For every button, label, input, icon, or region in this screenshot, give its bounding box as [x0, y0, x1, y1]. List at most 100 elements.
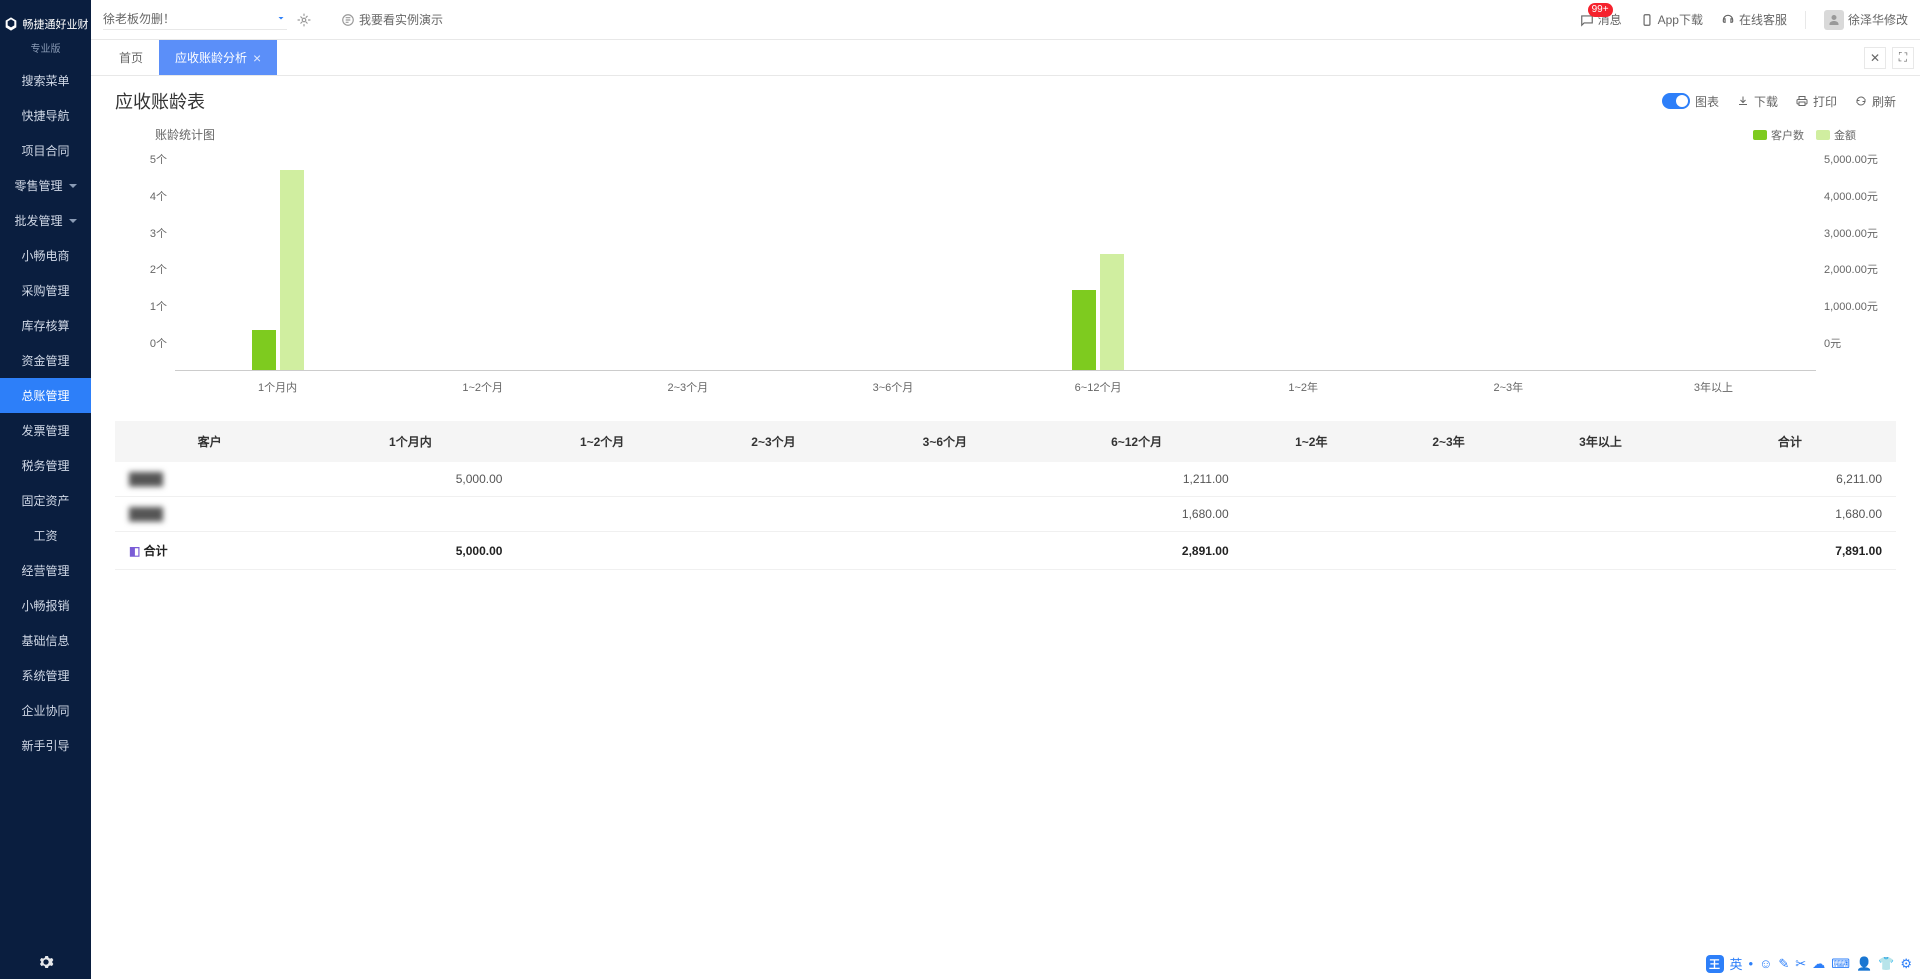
- table-total-row: ◧ 合计5,000.002,891.007,891.00: [115, 532, 1896, 570]
- chevron-down-icon: [69, 184, 77, 188]
- sidebar-item-17[interactable]: 系统管理: [0, 658, 91, 693]
- sidebar-item-12[interactable]: 固定资产: [0, 483, 91, 518]
- user-menu[interactable]: 徐泽华修改: [1824, 10, 1908, 30]
- demo-link[interactable]: 我要看实例演示: [341, 11, 443, 28]
- download-icon: [1737, 95, 1749, 107]
- chart-toggle[interactable]: 图表: [1662, 93, 1719, 110]
- bar-amount[interactable]: [280, 170, 304, 370]
- topbar-right: 99+ 消息 App下载 在线客服 徐泽华修改: [1580, 10, 1908, 30]
- bar-customers[interactable]: [252, 330, 276, 370]
- bar-group-3: [790, 151, 995, 370]
- ime-cut-icon[interactable]: ✂: [1795, 956, 1806, 972]
- ime-toolbar: 王 英 • ☺ ✎ ✂ ☁ ⌨ 👤 👕 ⚙: [1702, 952, 1916, 975]
- sidebar-item-5[interactable]: 小畅电商: [0, 238, 91, 273]
- bar-group-1: [380, 151, 585, 370]
- bar-amount[interactable]: [1100, 254, 1124, 370]
- bar-group-0: [175, 151, 380, 370]
- data-table: 客户1个月内1~2个月2~3个月3~6个月6~12个月1~2年2~3年3年以上合…: [115, 421, 1896, 570]
- bar-group-4: [996, 151, 1201, 370]
- total-icon: ◧: [129, 544, 144, 558]
- sidebar: 畅捷通好业财 专业版 搜索菜单快捷导航项目合同零售管理批发管理小畅电商采购管理库…: [0, 0, 91, 979]
- page-header: 应收账龄表 图表 下载 打印 刷新: [115, 88, 1896, 114]
- chart-section: 账龄统计图 客户数金额 5个4个3个2个1个0个 1个月内1~2个月2~3个月3…: [115, 126, 1896, 401]
- bar-group-5: [1201, 151, 1406, 370]
- chevron-down-icon: [69, 219, 77, 223]
- ime-smile-icon[interactable]: ☺: [1759, 956, 1772, 971]
- sidebar-item-1[interactable]: 快捷导航: [0, 98, 91, 133]
- sidebar-item-3[interactable]: 零售管理: [0, 168, 91, 203]
- ime-kbd-icon[interactable]: ⌨: [1831, 956, 1850, 972]
- tabbar: 首页应收账龄分析× ✕ ⛶: [91, 40, 1920, 76]
- legend-item[interactable]: 客户数: [1753, 127, 1804, 143]
- sidebar-item-15[interactable]: 小畅报销: [0, 588, 91, 623]
- download-button[interactable]: 下载: [1737, 93, 1778, 110]
- bar-group-2: [585, 151, 790, 370]
- sidebar-item-0[interactable]: 搜索菜单: [0, 63, 91, 98]
- sidebar-item-18[interactable]: 企业协同: [0, 693, 91, 728]
- message-link[interactable]: 99+ 消息: [1580, 11, 1622, 28]
- sidebar-item-4[interactable]: 批发管理: [0, 203, 91, 238]
- table-row[interactable]: ████1,680.001,680.00: [115, 497, 1896, 532]
- ime-lang[interactable]: 英: [1730, 954, 1743, 973]
- y-axis-right: 5,000.00元4,000.00元3,000.00元2,000.00元1,00…: [1816, 151, 1896, 351]
- chat-icon: [341, 13, 355, 27]
- sidebar-item-9[interactable]: 总账管理: [0, 378, 91, 413]
- settings-icon[interactable]: [297, 13, 311, 27]
- org-selector[interactable]: 徐老板勿删！: [103, 10, 287, 30]
- ime-gear-icon[interactable]: ⚙: [1900, 956, 1912, 972]
- ime-shirt-icon[interactable]: 👕: [1878, 956, 1894, 972]
- message-badge: 99+: [1588, 3, 1613, 17]
- ime-person-icon[interactable]: 👤: [1856, 956, 1872, 972]
- ime-badge[interactable]: 王: [1706, 955, 1724, 973]
- sidebar-item-13[interactable]: 工资: [0, 518, 91, 553]
- sidebar-item-16[interactable]: 基础信息: [0, 623, 91, 658]
- refresh-icon: [1855, 95, 1867, 107]
- tab-actions: ✕ ⛶: [1864, 47, 1914, 69]
- tab-0[interactable]: 首页: [103, 40, 159, 75]
- ime-cloud-icon[interactable]: ☁: [1812, 956, 1825, 972]
- toggle-switch[interactable]: [1662, 93, 1690, 109]
- ime-dot-icon[interactable]: •: [1749, 956, 1754, 971]
- sidebar-item-10[interactable]: 发票管理: [0, 413, 91, 448]
- main-area: 徐老板勿删！ 我要看实例演示 99+ 消息 App下载 在线客服: [91, 0, 1920, 979]
- chart-title: 账龄统计图: [155, 126, 215, 143]
- bar-customers[interactable]: [1072, 290, 1096, 370]
- fullscreen-button[interactable]: ⛶: [1892, 47, 1914, 69]
- refresh-button[interactable]: 刷新: [1855, 93, 1896, 110]
- headset-icon: [1721, 13, 1735, 27]
- table-row[interactable]: ████5,000.001,211.006,211.00: [115, 462, 1896, 497]
- plot: 1个月内1~2个月2~3个月3~6个月6~12个月1~2年2~3年3年以上: [175, 151, 1816, 401]
- tab-close-icon[interactable]: ×: [253, 50, 261, 66]
- chart-legend: 客户数金额: [1753, 127, 1856, 143]
- brand-text: 畅捷通好业财: [23, 16, 89, 32]
- avatar-icon: [1824, 10, 1844, 30]
- content: 应收账龄表 图表 下载 打印 刷新: [91, 76, 1920, 979]
- logo-icon: [3, 16, 19, 32]
- bar-group-7: [1611, 151, 1816, 370]
- bar-group-6: [1406, 151, 1611, 370]
- sidebar-item-11[interactable]: 税务管理: [0, 448, 91, 483]
- topbar-left: 徐老板勿删！ 我要看实例演示: [103, 10, 443, 30]
- close-all-button[interactable]: ✕: [1864, 47, 1886, 69]
- sidebar-item-8[interactable]: 资金管理: [0, 343, 91, 378]
- y-axis-left: 5个4个3个2个1个0个: [115, 151, 175, 351]
- ime-pen-icon[interactable]: ✎: [1778, 956, 1789, 972]
- print-button[interactable]: 打印: [1796, 93, 1837, 110]
- sidebar-item-2[interactable]: 项目合同: [0, 133, 91, 168]
- page-actions: 图表 下载 打印 刷新: [1662, 93, 1896, 110]
- sidebar-item-19[interactable]: 新手引导: [0, 728, 91, 763]
- chevron-down-icon: [275, 12, 287, 24]
- download-link[interactable]: App下载: [1640, 11, 1703, 28]
- sidebar-item-6[interactable]: 采购管理: [0, 273, 91, 308]
- sidebar-item-14[interactable]: 经营管理: [0, 553, 91, 588]
- service-link[interactable]: 在线客服: [1721, 11, 1787, 28]
- sidebar-item-7[interactable]: 库存核算: [0, 308, 91, 343]
- tab-1[interactable]: 应收账龄分析×: [159, 40, 277, 75]
- topbar: 徐老板勿删！ 我要看实例演示 99+ 消息 App下载 在线客服: [91, 0, 1920, 40]
- phone-icon: [1640, 13, 1654, 27]
- sidebar-settings[interactable]: [0, 945, 91, 979]
- chart-body: 5个4个3个2个1个0个 1个月内1~2个月2~3个月3~6个月6~12个月1~…: [115, 151, 1896, 401]
- org-name: 徐老板勿删！: [103, 10, 175, 27]
- app-logo: 畅捷通好业财: [0, 0, 91, 40]
- legend-item[interactable]: 金额: [1816, 127, 1856, 143]
